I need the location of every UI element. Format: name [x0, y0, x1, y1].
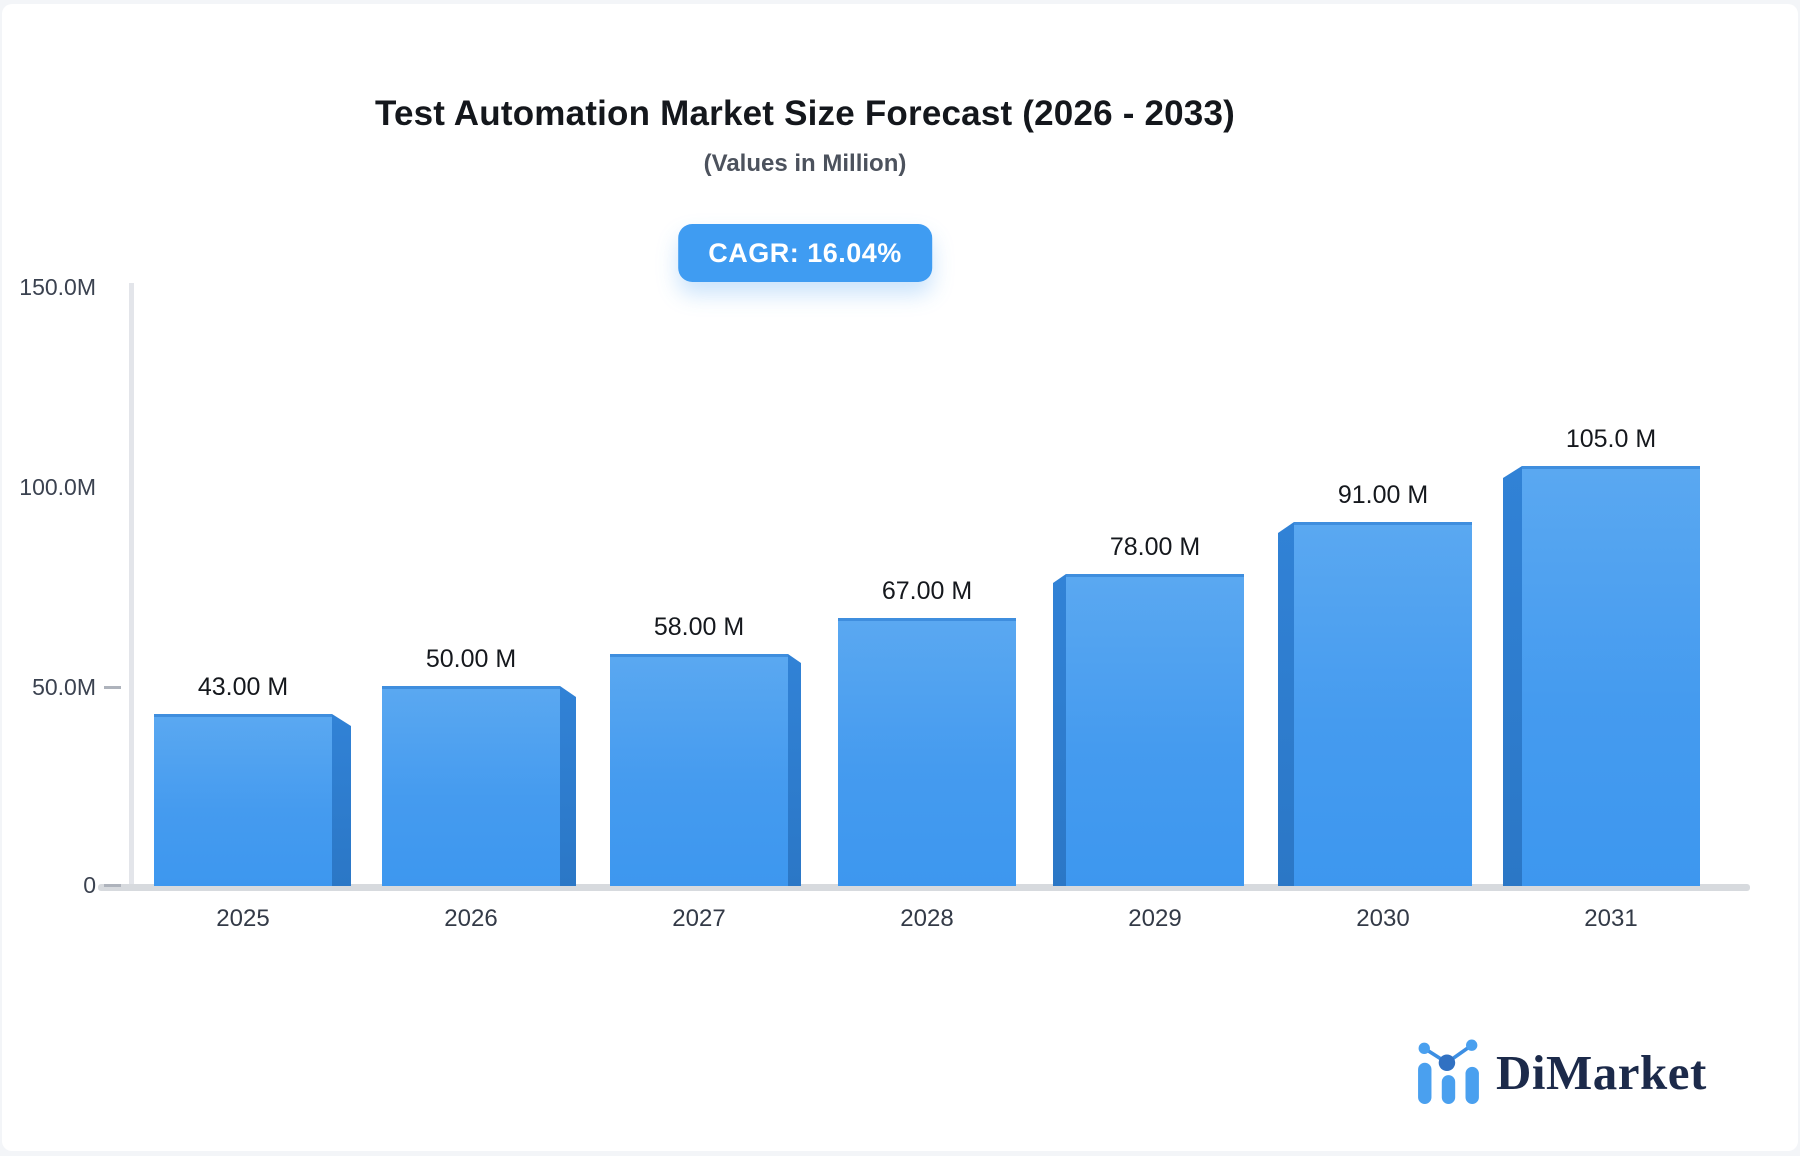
- y-tick-mark-50: [104, 686, 121, 689]
- bar-side-face-2026: [560, 686, 576, 886]
- bar-value-label-2027: 58.00 M: [653, 613, 745, 641]
- brand-logo: DiMarket: [1416, 1038, 1707, 1104]
- y-axis-line: [129, 283, 134, 885]
- x-tick-label-2031: 2031: [1584, 905, 1638, 932]
- x-tick-label-2027: 2027: [672, 905, 726, 932]
- bar-2031: [1522, 466, 1700, 886]
- bar-side-face-2029: [1053, 574, 1066, 886]
- bar-side-face-2030: [1278, 522, 1294, 886]
- chart-card: [2, 4, 1798, 1151]
- y-tick-label-0: 0: [83, 872, 96, 898]
- bar-value-label-2026: 50.00 M: [425, 645, 517, 673]
- x-tick-label-2030: 2030: [1356, 905, 1410, 932]
- bar-value-label-2028: 67.00 M: [881, 577, 973, 605]
- chart-subtitle: (Values in Million): [703, 150, 907, 177]
- x-tick-label-2026: 2026: [444, 905, 498, 932]
- chart-header: Test Automation Market Size Forecast (20…: [0, 0, 1610, 178]
- y-tick-label-50: 50.0M: [32, 674, 96, 700]
- x-tick-label-2028: 2028: [900, 905, 954, 932]
- bar-value-label-2030: 91.00 M: [1337, 481, 1429, 509]
- bar-value-label-2025: 43.00 M: [197, 673, 289, 701]
- bar-2025: [154, 714, 332, 886]
- bar-2028: [838, 618, 1016, 886]
- brand-logo-text: DiMarket: [1496, 1045, 1707, 1100]
- bar-side-face-2031: [1503, 466, 1522, 886]
- x-tick-label-2029: 2029: [1128, 905, 1182, 932]
- y-tick-label-100: 100.0M: [19, 474, 96, 500]
- y-tick-mark-0: [104, 884, 121, 887]
- bar-2030: [1294, 522, 1472, 886]
- bar-value-label-2031: 105.0 M: [1565, 425, 1657, 453]
- bar-2026: [382, 686, 560, 886]
- bar-2029: [1066, 574, 1244, 886]
- y-tick-label-150: 150.0M: [19, 274, 96, 300]
- bar-side-face-2027: [788, 654, 801, 886]
- chart-title: Test Automation Market Size Forecast (20…: [375, 94, 1235, 133]
- x-axis-baseline: [98, 884, 1750, 891]
- cagr-badge: CAGR: 16.04%: [678, 224, 932, 282]
- bar-chart-logo-icon: [1418, 1039, 1479, 1104]
- bar-2027: [610, 654, 788, 886]
- x-tick-label-2025: 2025: [216, 905, 270, 932]
- bar-side-face-2025: [332, 714, 351, 886]
- bar-value-label-2029: 78.00 M: [1109, 533, 1201, 561]
